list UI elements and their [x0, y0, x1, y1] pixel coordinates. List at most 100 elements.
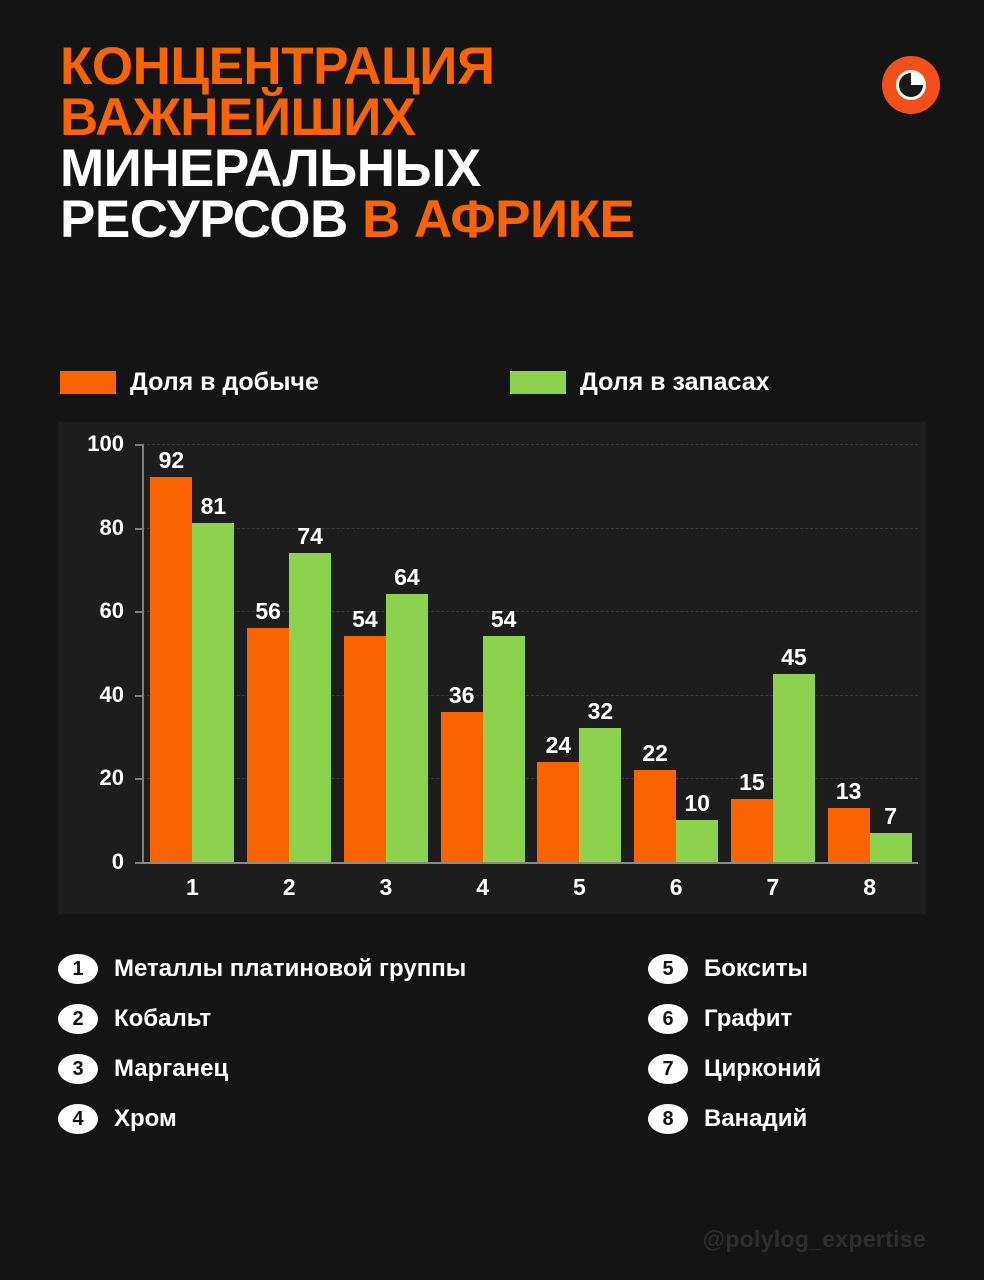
x-tick-label: 6 — [669, 873, 683, 900]
bar-production[interactable]: 22 — [634, 742, 677, 862]
gridline — [142, 611, 918, 613]
x-tick-label: 2 — [282, 873, 296, 900]
title-line-4-plain: РЕСУРСОВ — [60, 189, 362, 249]
bar-reserves[interactable]: 81 — [192, 495, 235, 862]
bar-value-label: 36 — [448, 681, 475, 708]
x-tick-label: 8 — [863, 873, 877, 900]
bar-value-label: 10 — [684, 790, 710, 817]
key-badge-number: 1 — [58, 954, 98, 984]
category-key-left-column: 1 Металлы платиновой группы 2 Кобальт 3 Марга… — [58, 944, 648, 1144]
x-tick-label: 1 — [185, 873, 199, 900]
key-badge-number: 5 — [648, 954, 688, 984]
y-tick — [135, 611, 142, 614]
bar-production[interactable]: 56 — [247, 599, 290, 862]
key-item-3: 3 Марганец — [58, 1044, 648, 1094]
x-tick-label: 4 — [476, 873, 490, 900]
key-label: Бокситы — [704, 955, 808, 982]
bar-reserves[interactable]: 64 — [385, 566, 428, 862]
bar-production[interactable]: 54 — [343, 608, 386, 862]
key-label: Цирконий — [704, 1055, 822, 1082]
x-tick-label: 5 — [572, 873, 586, 900]
gridline — [142, 778, 918, 780]
legend-swatch-orange-icon — [60, 371, 116, 394]
y-tick — [135, 527, 142, 530]
bar-production[interactable]: 24 — [537, 733, 580, 862]
watermark: @polylog_expertise — [702, 1226, 926, 1252]
bar-group: 24 32 — [531, 444, 628, 862]
bar-production[interactable]: 15 — [730, 771, 773, 862]
bar-reserves[interactable]: 10 — [676, 792, 719, 862]
bar-reserves[interactable]: 74 — [289, 524, 332, 862]
key-label: Кобальт — [114, 1005, 212, 1032]
key-label: Марганец — [114, 1055, 229, 1082]
key-label: Графит — [704, 1005, 793, 1032]
legend-label-production: Доля в добыче — [130, 368, 319, 396]
chart-legend: Доля в добыче Доля в запасах — [60, 368, 940, 397]
bar-value-label: 13 — [835, 777, 862, 804]
bar-production[interactable]: 92 — [150, 449, 193, 862]
title-line-4-accent: В АФРИКЕ — [361, 189, 635, 249]
y-tick-label: 40 — [99, 681, 124, 707]
key-item-8: 8 Ванадий — [648, 1094, 938, 1144]
bar-group: 22 10 — [628, 444, 725, 862]
bar-value-label: 54 — [490, 606, 517, 633]
key-badge-number: 2 — [58, 1004, 98, 1034]
y-tick-label: 60 — [99, 598, 124, 624]
title-line-1: КОНЦЕНТРАЦИЯ — [60, 37, 495, 96]
x-tick-label: 3 — [379, 873, 393, 900]
bar-reserves[interactable]: 45 — [772, 645, 815, 862]
bar-value-label: 24 — [545, 731, 572, 758]
y-tick — [135, 694, 142, 697]
bar-value-label: 32 — [587, 698, 614, 725]
gridline — [142, 694, 918, 696]
gridline — [142, 444, 918, 445]
plot-area: 92 81 56 74 54 64 36 54 24 32 22 10 15 45 13 7 — [135, 444, 918, 864]
x-axis-labels: 1 2 3 4 5 6 7 8 — [144, 870, 918, 904]
key-badge-number: 7 — [648, 1054, 688, 1084]
y-tick — [135, 778, 142, 781]
title-line-4: РЕСУРСОВ В АФРИКЕ — [60, 193, 790, 246]
bar-value-label: 22 — [642, 740, 668, 767]
key-item-4: 4 Хром — [58, 1094, 648, 1144]
bar-value-label: 74 — [297, 522, 323, 549]
bar-reserves[interactable]: 7 — [869, 804, 912, 862]
legend-item-production: Доля в добыче — [60, 368, 510, 397]
key-item-7: 7 Цирконий — [648, 1044, 938, 1094]
y-axis-line — [142, 444, 144, 862]
key-badge-number: 3 — [58, 1054, 98, 1084]
legend-item-reserves: Доля в запасах — [510, 368, 770, 397]
gridline — [142, 527, 918, 529]
y-tick-label: 0 — [111, 849, 124, 874]
bar-group: 54 64 — [338, 444, 435, 862]
bar-production[interactable]: 13 — [827, 779, 870, 862]
page-title: КОНЦЕНТРАЦИЯ ВАЖНЕЙШИХ МИНЕРАЛЬНЫХ РЕСУР… — [60, 37, 790, 246]
brand-logo — [882, 56, 940, 114]
key-badge-number: 4 — [58, 1104, 98, 1134]
bar-value-label: 15 — [739, 769, 765, 796]
bar-production[interactable]: 36 — [440, 683, 483, 862]
bar-group: 92 81 — [144, 444, 241, 862]
bar-group: 13 7 — [821, 444, 918, 862]
key-label: Металлы платиновой группы — [114, 955, 467, 982]
y-axis-labels: 0 20 40 60 80 100 — [58, 431, 134, 874]
bar-value-label: 54 — [352, 606, 378, 633]
bar-group: 15 45 — [725, 444, 822, 862]
bar-reserves[interactable]: 54 — [482, 608, 525, 862]
bar-value-label: 64 — [394, 564, 420, 591]
key-badge-number: 6 — [648, 1004, 688, 1034]
y-tick-label: 80 — [99, 514, 124, 540]
key-label: Ванадий — [704, 1105, 808, 1132]
key-label: Хром — [114, 1105, 177, 1132]
legend-label-reserves: Доля в запасах — [580, 368, 770, 396]
axis-baseline — [142, 862, 918, 864]
bar-reserves[interactable]: 32 — [579, 700, 622, 862]
bar-value-label: 56 — [255, 597, 281, 624]
bar-value-label: 7 — [884, 802, 898, 829]
bar-group: 36 54 — [434, 444, 531, 862]
y-tick-label: 100 — [87, 431, 124, 456]
key-item-5: 5 Бокситы — [648, 944, 938, 994]
y-tick — [135, 862, 142, 864]
category-key: 1 Металлы платиновой группы 2 Кобальт 3 Марга… — [58, 944, 938, 1144]
bar-chart: 0 20 40 60 80 100 92 81 56 74 54 64 36 54 24 32 22 10 15 4… — [58, 422, 926, 914]
